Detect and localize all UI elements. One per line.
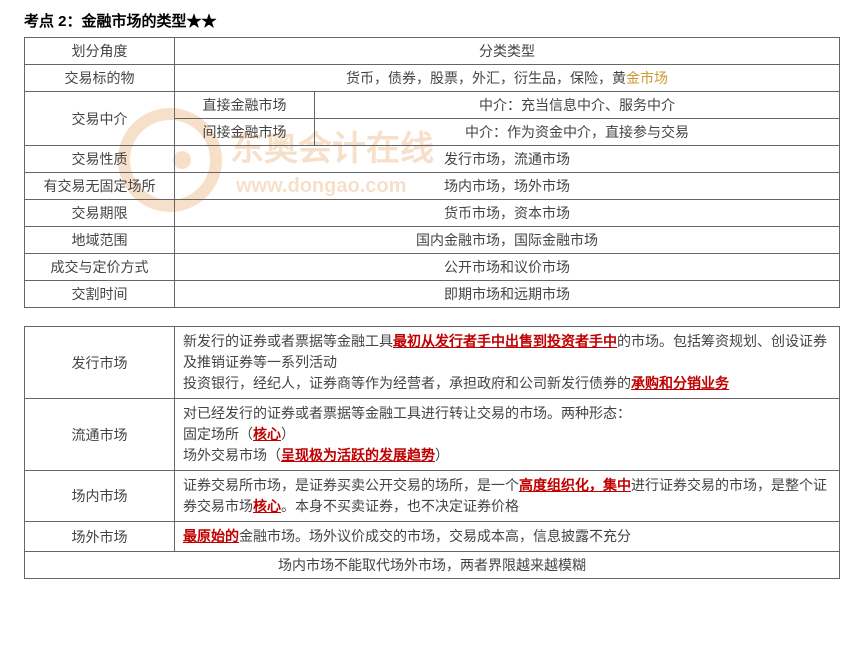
row-label: 场内市场	[25, 471, 175, 522]
row-label: 交易性质	[25, 146, 175, 173]
row-label: 成交与定价方式	[25, 254, 175, 281]
sub-label: 直接金融市场	[175, 92, 315, 119]
section-title: 考点 2：金融市场的类型★★	[24, 10, 840, 31]
row-label: 交割时间	[25, 281, 175, 308]
row-label: 交易标的物	[25, 65, 175, 92]
row-desc: 证券交易所市场，是证券买卖公开交易的场所，是一个高度组织化，集中进行证券交易的市…	[175, 471, 840, 522]
header-left: 划分角度	[25, 38, 175, 65]
row-label: 发行市场	[25, 327, 175, 399]
row-desc: 新发行的证券或者票据等金融工具最初从发行者手中出售到投资者手中的市场。包括筹资规…	[175, 327, 840, 399]
row-value: 国内金融市场，国际金融市场	[175, 227, 840, 254]
detail-table: 发行市场 新发行的证券或者票据等金融工具最初从发行者手中出售到投资者手中的市场。…	[24, 326, 840, 579]
row-label: 地域范围	[25, 227, 175, 254]
row-value: 场内市场，场外市场	[175, 173, 840, 200]
row-label: 流通市场	[25, 399, 175, 471]
row-value: 货币，债券，股票，外汇，衍生品，保险，黄金市场	[175, 65, 840, 92]
row-value: 发行市场，流通市场	[175, 146, 840, 173]
footer-note: 场内市场不能取代场外市场，两者界限越来越模糊	[25, 552, 840, 579]
row-value: 即期市场和远期市场	[175, 281, 840, 308]
row-desc: 对已经发行的证券或者票据等金融工具进行转让交易的市场。两种形态： 固定场所（核心…	[175, 399, 840, 471]
header-right: 分类类型	[175, 38, 840, 65]
row-label: 交易期限	[25, 200, 175, 227]
sub-value: 中介：充当信息中介、服务中介	[315, 92, 840, 119]
row-label: 场外市场	[25, 522, 175, 552]
row-value: 货币市场，资本市场	[175, 200, 840, 227]
row-value: 公开市场和议价市场	[175, 254, 840, 281]
sub-value: 中介：作为资金中介，直接参与交易	[315, 119, 840, 146]
classification-table: 划分角度 分类类型 交易标的物 货币，债券，股票，外汇，衍生品，保险，黄金市场 …	[24, 37, 840, 308]
row-label: 有交易无固定场所	[25, 173, 175, 200]
row-label: 交易中介	[25, 92, 175, 146]
sub-label: 间接金融市场	[175, 119, 315, 146]
row-desc: 最原始的金融市场。场外议价成交的市场，交易成本高，信息披露不充分	[175, 522, 840, 552]
